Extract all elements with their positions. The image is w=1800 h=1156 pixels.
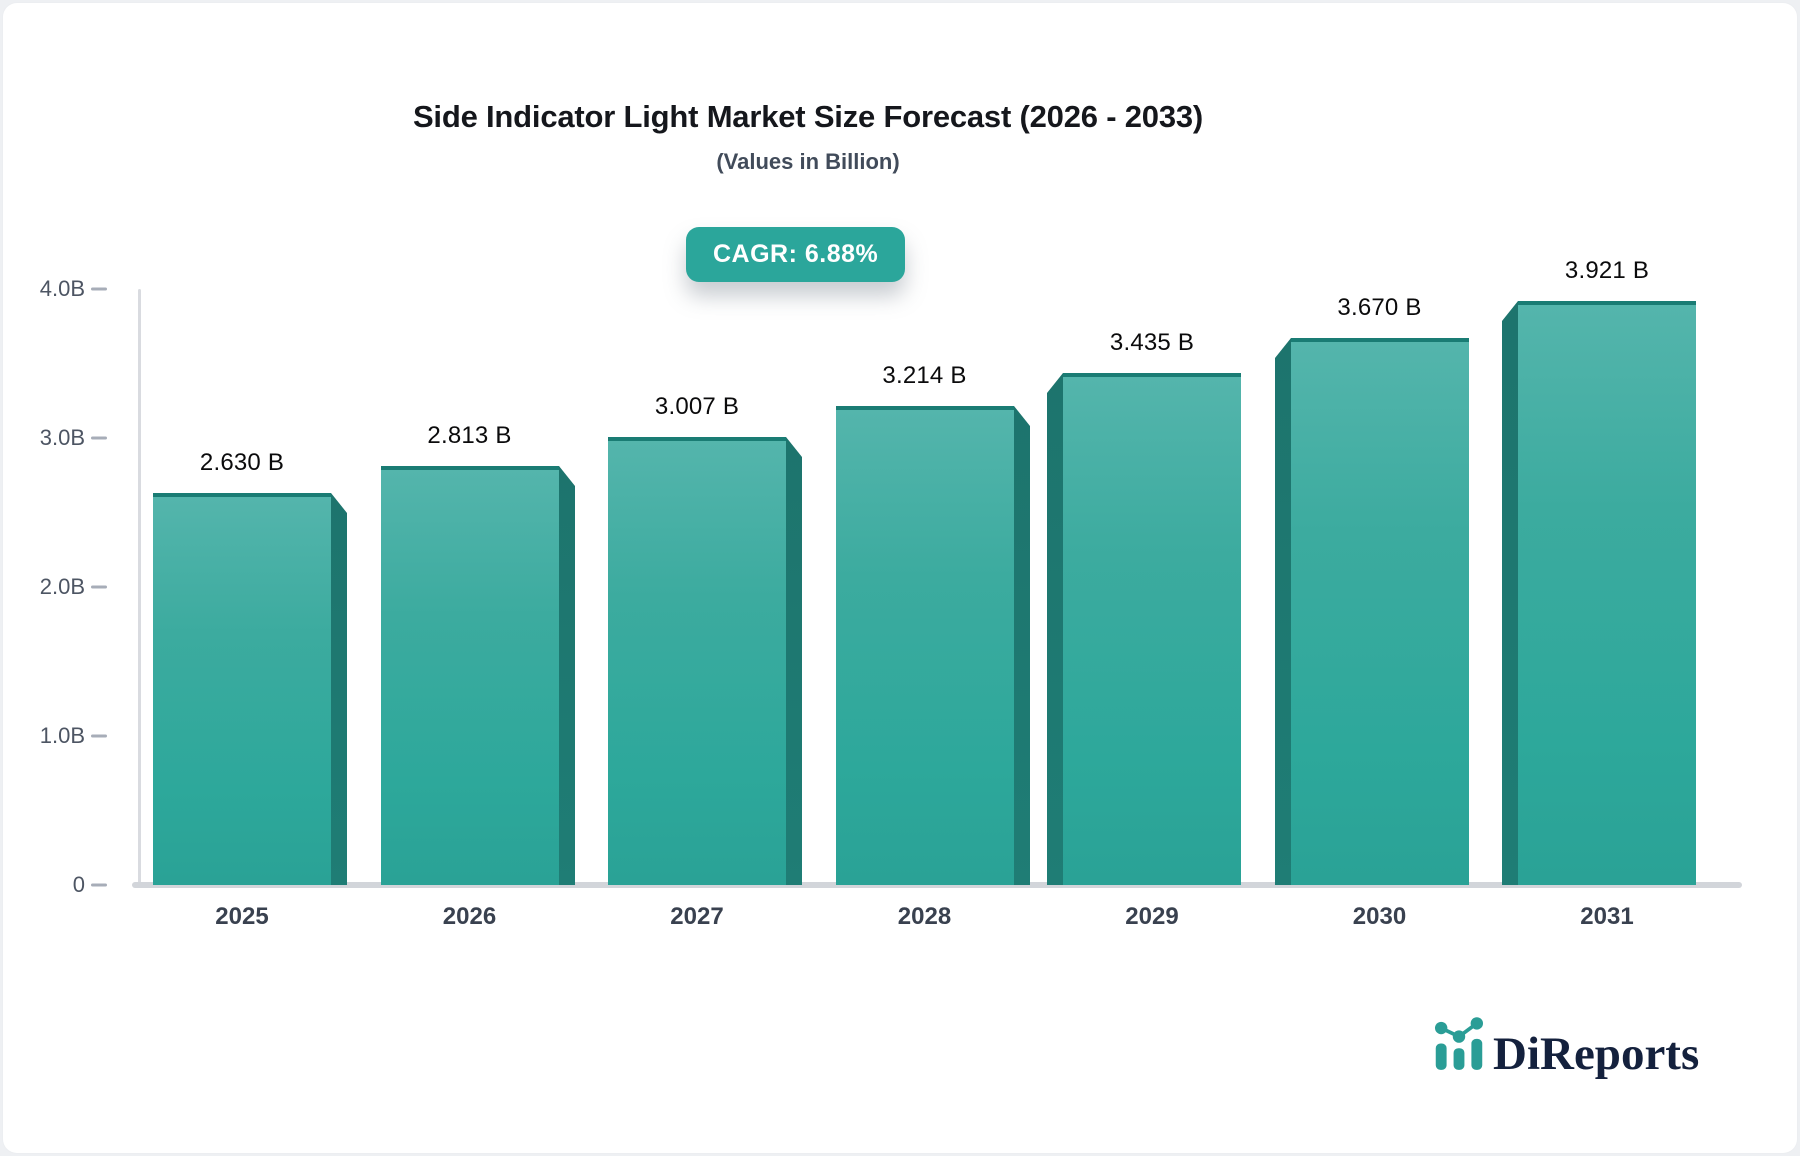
y-axis-tick-label: 4.0B <box>39 276 85 301</box>
bar-face <box>381 466 559 885</box>
bar-face <box>836 406 1014 885</box>
bar-value-label: 3.670 B <box>1337 294 1422 321</box>
bar-3d-side <box>331 493 347 885</box>
bar-face <box>1291 338 1469 885</box>
bar-2026[interactable] <box>381 466 575 885</box>
x-axis-label: 2031 <box>1580 903 1634 930</box>
x-axis-label: 2030 <box>1352 903 1407 930</box>
bar-3d-side <box>1047 373 1063 885</box>
bar-value-label: 3.214 B <box>882 362 967 389</box>
y-axis-tick-mark <box>91 287 107 291</box>
x-axis-line <box>132 882 1742 888</box>
bar-2030[interactable] <box>1275 338 1469 885</box>
y-axis-line <box>138 289 141 885</box>
x-axis-label: 2026 <box>442 903 497 930</box>
bar-value-label: 3.007 B <box>654 393 740 420</box>
bar-3d-side <box>1014 406 1030 885</box>
bar-2029[interactable] <box>1047 373 1241 885</box>
x-axis-label: 2028 <box>897 903 952 930</box>
bar-3d-side <box>1502 301 1518 885</box>
bar-value-label: 2.813 B <box>427 422 512 449</box>
chart-header: Side Indicator Light Market Size Forecas… <box>3 3 1613 175</box>
y-axis-tick-mark <box>91 436 107 440</box>
y-axis-tick-mark <box>91 883 107 887</box>
y-axis-tick-label: 0 <box>72 872 85 897</box>
x-axis-label: 2027 <box>670 903 724 930</box>
bar-2025[interactable] <box>153 493 347 885</box>
brand-logo[interactable]: DiReports <box>1431 1011 1699 1078</box>
bar-face <box>1063 373 1241 885</box>
bar-3d-side <box>559 466 575 885</box>
bar-value-label: 2.630 B <box>199 449 285 476</box>
bar-value-label: 3.435 B <box>1109 329 1195 356</box>
bar-face <box>153 493 331 885</box>
bar-face <box>1518 301 1696 885</box>
y-axis-tick-mark <box>91 585 107 589</box>
chart-card: Side Indicator Light Market Size Forecas… <box>3 3 1797 1153</box>
y-axis-tick-mark <box>91 734 107 738</box>
cagr-badge: CAGR: 6.88% <box>686 227 906 282</box>
bar-2027[interactable] <box>608 437 802 885</box>
mini-bar-chart-icon <box>1431 1011 1487 1078</box>
x-axis-label: 2029 <box>1125 903 1179 930</box>
bar-face <box>608 437 786 885</box>
y-axis-tick-label: 1.0B <box>39 723 85 748</box>
brand-name: DiReports <box>1493 1028 1700 1080</box>
bar-2031[interactable] <box>1502 301 1696 885</box>
chart-subtitle: (Values in Billion) <box>716 149 900 174</box>
y-axis-tick-label: 2.0B <box>39 574 85 599</box>
bar-3d-side <box>1275 338 1291 885</box>
y-axis-tick-label: 3.0B <box>39 425 85 450</box>
bar-3d-side <box>786 437 802 885</box>
bar-2028[interactable] <box>836 406 1030 885</box>
chart-title: Side Indicator Light Market Size Forecas… <box>412 99 1204 134</box>
bar-value-label: 3.921 B <box>1564 257 1650 284</box>
x-axis-label: 2025 <box>215 903 269 930</box>
